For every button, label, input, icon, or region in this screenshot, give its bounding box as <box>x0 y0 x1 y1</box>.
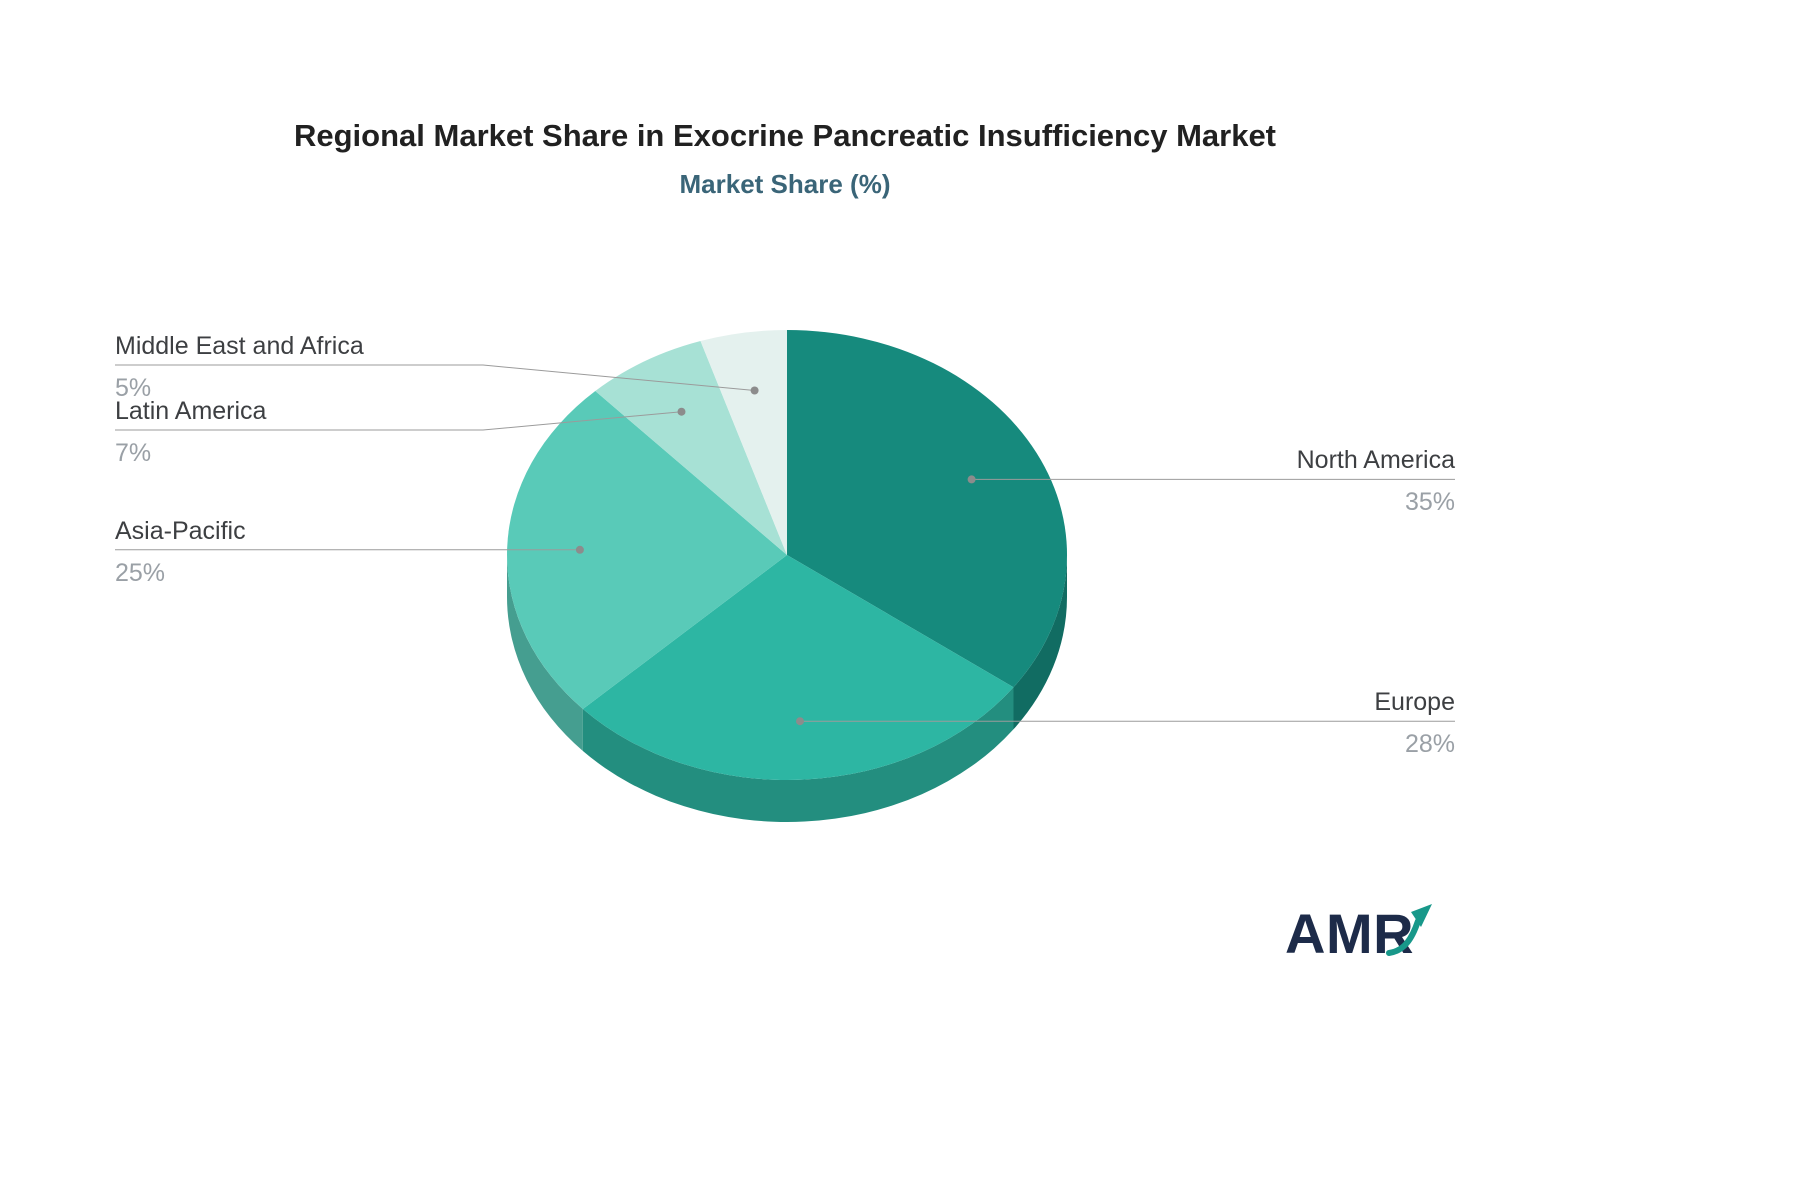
callout-dot-middle-east-and-africa <box>750 386 759 395</box>
callout-dot-europe <box>796 717 804 726</box>
callout-dot-asia-pacific <box>575 545 584 554</box>
callout-line-middle-east-and-africa <box>115 364 755 391</box>
amr-logo: AMR <box>1285 901 1445 971</box>
pie-slice-latin-america[interactable] <box>595 341 787 555</box>
pie-slice-asia-pacific[interactable] <box>507 391 787 709</box>
pie-slice-side-asia-pacific <box>507 555 583 751</box>
pie-slice-europe[interactable] <box>582 555 1014 780</box>
pie-slice-north-america[interactable] <box>787 329 1068 688</box>
pie-slice-middle-east-and-africa[interactable] <box>700 330 788 555</box>
callout-dot-latin-america <box>677 407 686 416</box>
callout-line-latin-america <box>115 411 682 431</box>
amr-logo-arrow-icon <box>1386 904 1432 956</box>
callout-dot-north-america <box>967 475 976 484</box>
pie-slice-side-europe <box>582 687 1014 822</box>
pie-slice-side-north-america <box>1013 555 1067 730</box>
chart-title: Regional Market Share in Exocrine Pancre… <box>293 118 1277 153</box>
chart-subtitle: Market Share (%) <box>679 169 891 199</box>
